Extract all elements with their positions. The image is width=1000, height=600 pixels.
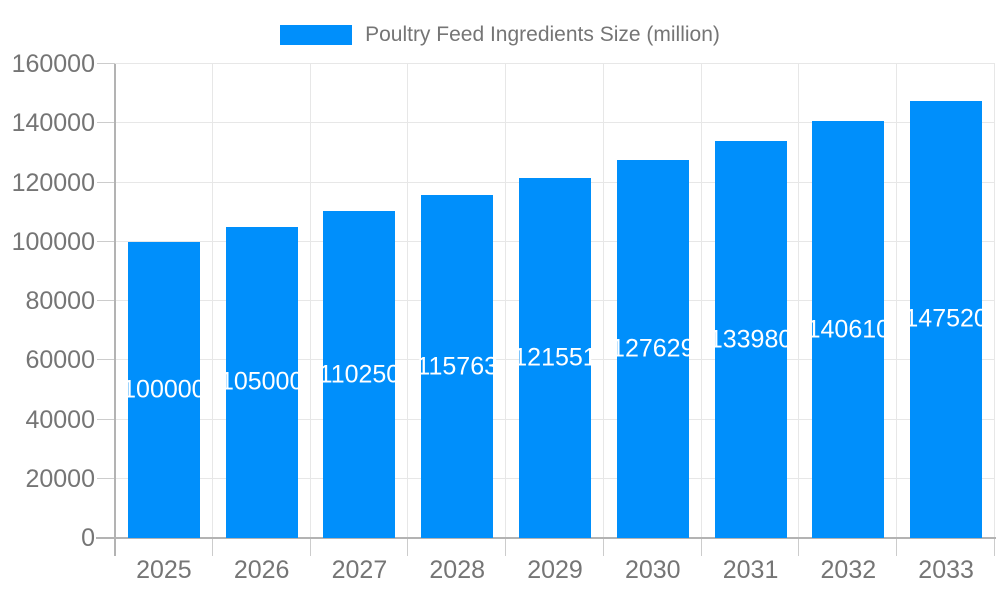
x-axis-label: 2027	[331, 556, 388, 584]
x-axis-tick	[114, 538, 116, 556]
bar-2026[interactable]	[225, 226, 298, 538]
x-axis-tick	[407, 538, 409, 556]
x-gridline	[798, 64, 800, 538]
x-gridline	[700, 64, 702, 538]
y-axis-label: 160000	[11, 50, 95, 78]
x-gridline	[407, 64, 409, 538]
x-axis-tick	[798, 538, 800, 556]
x-axis-label: 2031	[722, 556, 779, 584]
y-axis-tick	[97, 181, 115, 183]
y-gridline	[115, 63, 995, 64]
y-axis-label: 80000	[25, 287, 95, 315]
y-axis-label: 140000	[11, 109, 95, 138]
y-axis-line	[114, 64, 116, 538]
bar-value-label: 147520	[904, 304, 988, 333]
y-axis-tick	[97, 477, 115, 479]
bar-value-label: 133980	[708, 325, 793, 354]
bar-value-label: 140610	[806, 315, 891, 344]
bar-2033[interactable]	[910, 100, 983, 538]
bar-2028[interactable]	[421, 195, 494, 538]
bar-2030[interactable]	[616, 159, 689, 538]
y-axis-label: 20000	[25, 464, 95, 493]
x-axis-line	[96, 537, 996, 539]
x-gridline	[505, 64, 507, 538]
x-axis-tick	[994, 538, 995, 556]
x-axis-tick	[896, 538, 898, 556]
y-axis-label: 40000	[25, 405, 95, 434]
y-axis-tick	[97, 63, 115, 64]
bar-value-label: 127629	[611, 334, 695, 363]
bar-value-label: 110250	[318, 360, 401, 389]
x-gridline	[994, 64, 995, 538]
legend-swatch	[280, 25, 353, 45]
legend-item[interactable]: Poultry Feed Ingredients Size (million)	[0, 21, 1000, 49]
bar-value-label: 100000	[122, 375, 206, 404]
bar-2027[interactable]	[323, 211, 396, 538]
x-gridline	[896, 64, 898, 538]
x-axis-label: 2028	[429, 556, 486, 584]
x-gridline	[602, 64, 604, 538]
y-axis-tick	[97, 300, 115, 301]
x-axis-tick	[602, 538, 604, 556]
x-gridline	[211, 64, 213, 538]
y-axis-label: 120000	[11, 168, 95, 197]
bar-value-label: 121551	[513, 343, 597, 372]
bar-2032[interactable]	[812, 121, 885, 538]
x-axis-label: 2026	[233, 556, 290, 584]
x-axis-label: 2030	[624, 556, 681, 584]
x-axis-label: 2032	[820, 556, 877, 584]
bar-2031[interactable]	[714, 141, 787, 538]
y-axis-tick	[97, 418, 115, 420]
y-axis-tick	[97, 240, 115, 242]
y-gridline	[115, 122, 995, 124]
x-gridline	[309, 64, 311, 538]
x-axis-label: 2025	[136, 556, 192, 584]
x-axis-tick	[309, 538, 311, 556]
bar-value-label: 105000	[219, 367, 304, 396]
y-axis-tick	[97, 359, 115, 361]
bar-2029[interactable]	[519, 177, 591, 538]
x-axis-label: 2033	[918, 556, 974, 584]
y-axis-label: 100000	[11, 227, 95, 256]
bar-value-label: 115763	[416, 352, 499, 381]
legend-label: Poultry Feed Ingredients Size (million)	[365, 23, 720, 46]
x-axis-tick	[700, 538, 702, 556]
y-axis-label: 0	[81, 524, 95, 552]
y-axis-tick	[97, 122, 115, 124]
y-axis-label: 60000	[25, 346, 95, 375]
bar-2025[interactable]	[127, 241, 200, 538]
x-axis-label: 2029	[527, 556, 583, 584]
x-axis-tick	[505, 538, 507, 556]
x-axis-tick	[211, 538, 213, 556]
